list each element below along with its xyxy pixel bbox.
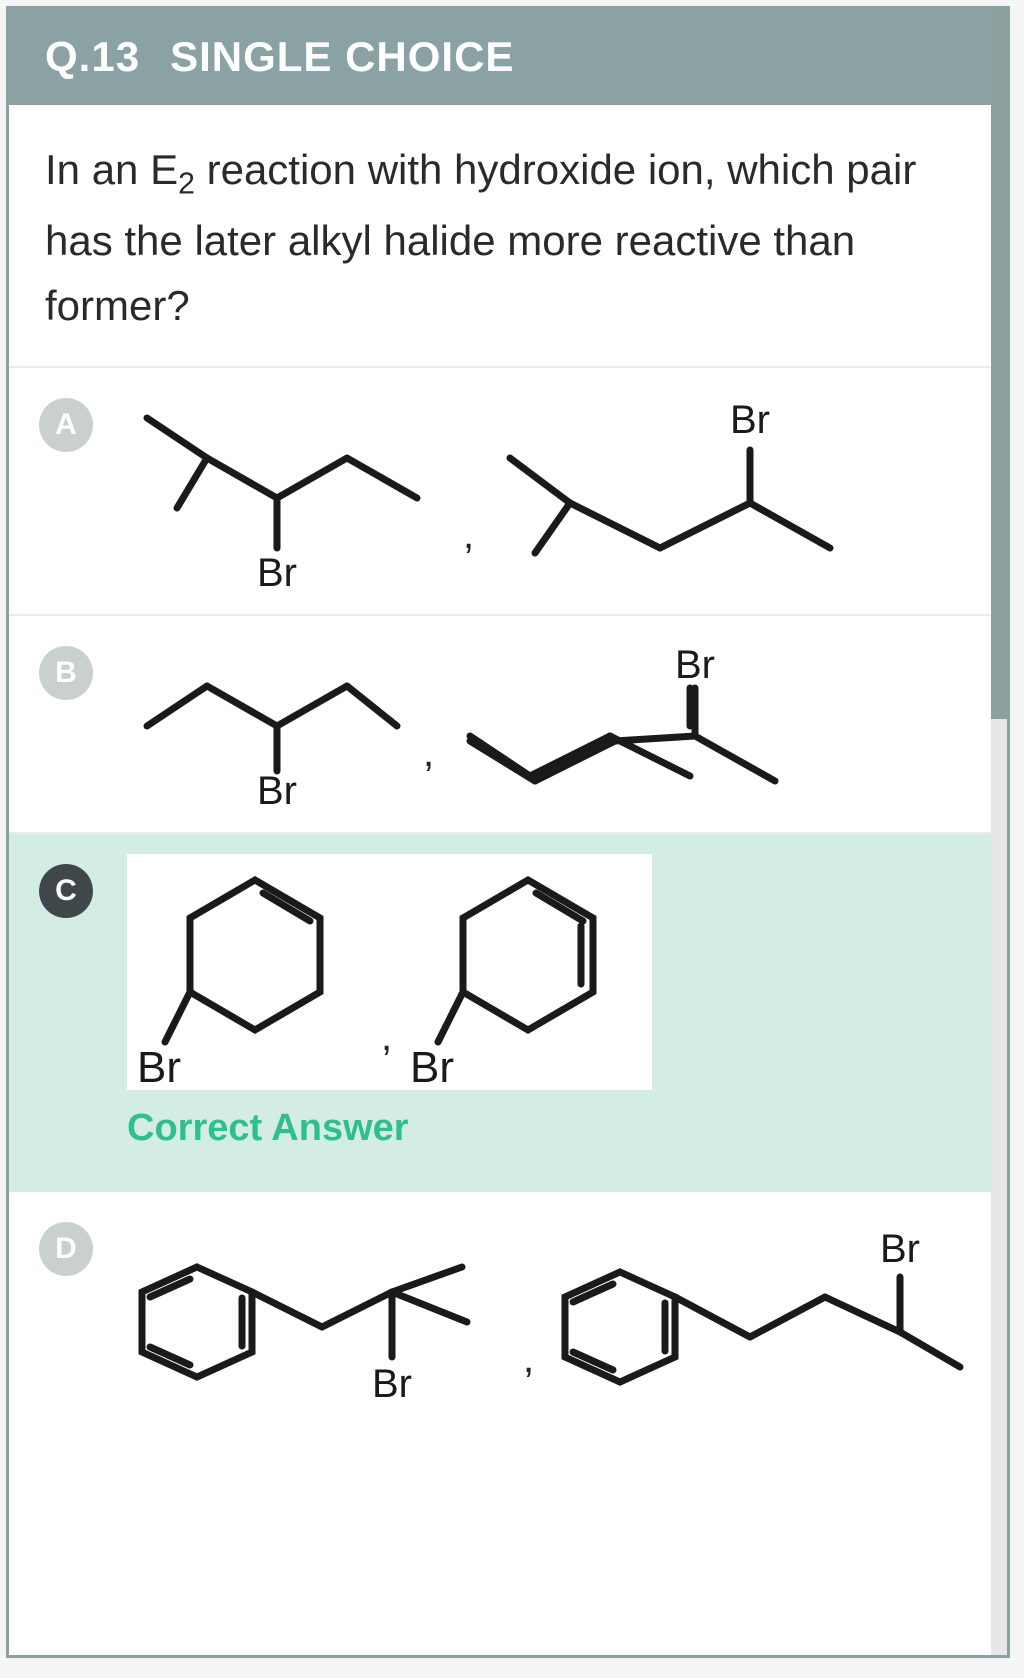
question-text: In an E2 reaction with hydroxide ion, wh… [9, 105, 1007, 368]
option-d[interactable]: D Br [9, 1192, 1007, 1438]
option-c-body: Br , Br [127, 854, 987, 1150]
question-header: Q.13 SINGLE CHOICE [9, 9, 1007, 105]
option-b-structure-2: Br [450, 636, 790, 806]
option-d-structure-2: Br [550, 1212, 970, 1412]
option-a-structure-1: Br [127, 388, 447, 588]
option-b-structure-1: Br [127, 636, 407, 806]
option-c-badge: C [39, 864, 93, 918]
question-type: SINGLE CHOICE [170, 33, 514, 80]
svg-text:Br: Br [137, 1043, 181, 1090]
option-b[interactable]: B Br , [9, 616, 1007, 834]
svg-text:Br: Br [257, 769, 297, 806]
option-c-structure-1: Br [135, 860, 365, 1090]
svg-text:Br: Br [675, 643, 715, 687]
option-d-body: Br , [127, 1212, 987, 1412]
svg-text:Br: Br [410, 1043, 454, 1090]
option-c[interactable]: C Br , [9, 834, 1007, 1192]
correct-answer-label: Correct Answer [127, 1107, 987, 1150]
svg-text:Br: Br [372, 1362, 412, 1406]
option-b-comma: , [417, 731, 440, 806]
options-list: A Br , [9, 368, 1007, 1438]
option-a[interactable]: A Br , [9, 368, 1007, 616]
svg-text:Br: Br [880, 1227, 920, 1271]
question-number: Q.13 [45, 33, 140, 80]
svg-text:Br: Br [257, 551, 297, 588]
option-a-structure-2: Br [490, 388, 850, 588]
option-d-structure-1: Br [127, 1212, 507, 1412]
header-text: Q.13 SINGLE CHOICE [45, 33, 514, 80]
option-c-structure-2: Br [408, 860, 638, 1090]
option-b-body: Br , [127, 636, 987, 806]
option-b-badge: B [39, 646, 93, 700]
option-d-badge: D [39, 1222, 93, 1276]
option-a-comma: , [457, 513, 480, 588]
svg-text:Br: Br [730, 398, 770, 442]
scrollbar-thumb[interactable] [991, 9, 1007, 719]
option-c-comma: , [375, 1015, 398, 1090]
option-a-body: Br , Br [127, 388, 987, 588]
question-card: Q.13 SINGLE CHOICE In an E2 reaction with… [6, 6, 1010, 1658]
option-a-badge: A [39, 398, 93, 452]
option-d-comma: , [517, 1337, 540, 1412]
